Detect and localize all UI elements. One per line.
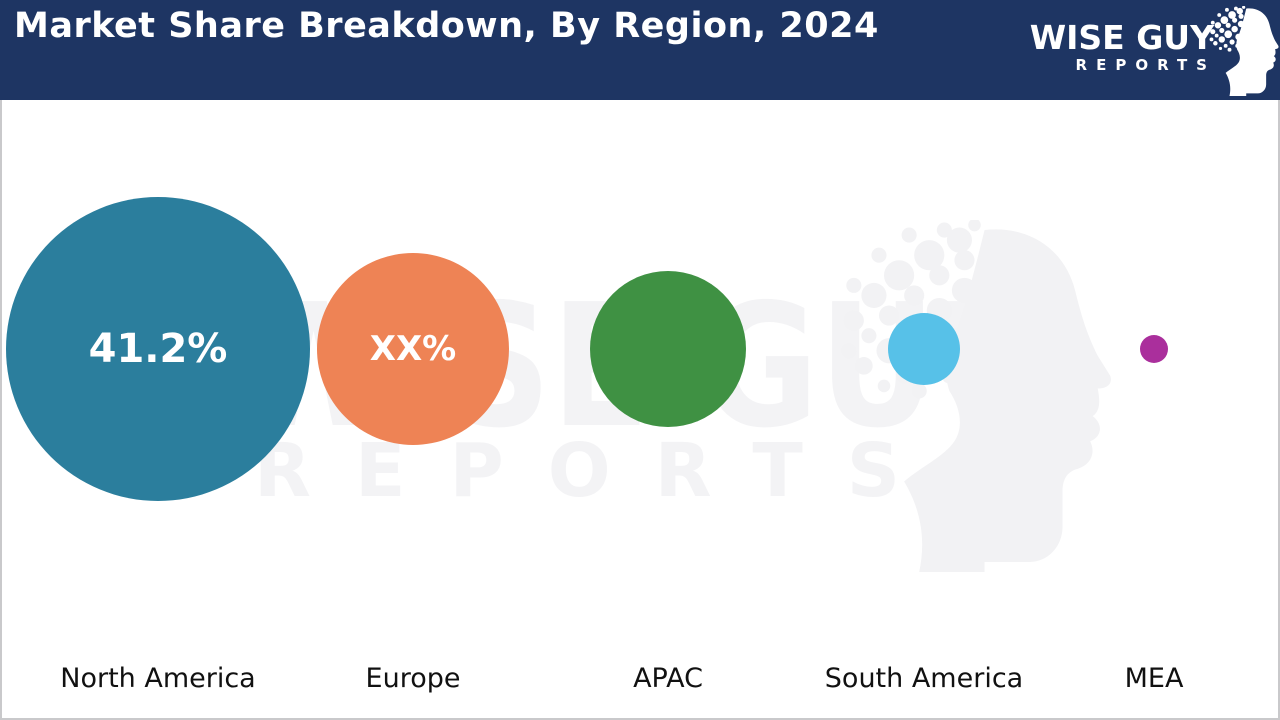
bubble-north-america: 41.2% bbox=[6, 197, 310, 501]
page-title: Market Share Breakdown, By Region, 2024 bbox=[14, 6, 879, 46]
bubble-south-america bbox=[888, 313, 960, 385]
bubble-apac bbox=[590, 271, 746, 427]
bubble-mea bbox=[1140, 335, 1168, 363]
logo-subtitle: REPORTS bbox=[1075, 56, 1216, 74]
bubble-value-europe: XX% bbox=[369, 329, 457, 369]
bubble-europe: XX% bbox=[317, 253, 509, 445]
header-bar: Market Share Breakdown, By Region, 2024 … bbox=[0, 0, 1280, 100]
bubble-label-europe: Europe bbox=[365, 663, 461, 694]
bubble-label-south-america: South America bbox=[824, 663, 1024, 694]
bubble-value-north-america: 41.2% bbox=[88, 326, 228, 372]
wise-guy-logo: WISE GUY REPORTS bbox=[1000, 0, 1280, 100]
bubble-series: 41.2% North America XX% Europe APAC South Ame… bbox=[2, 100, 1278, 718]
bubble-label-north-america: North America bbox=[60, 663, 256, 694]
bubble-chart: WISE GUY REPORTS 41.2%North AmericaXX%Eu… bbox=[0, 100, 1280, 720]
wise-guy-head-icon bbox=[1209, 6, 1279, 96]
logo-wordmark: WISE GUY bbox=[1029, 18, 1214, 57]
bubble-label-apac: APAC bbox=[633, 663, 703, 694]
bubble-label-mea: MEA bbox=[1124, 663, 1184, 694]
